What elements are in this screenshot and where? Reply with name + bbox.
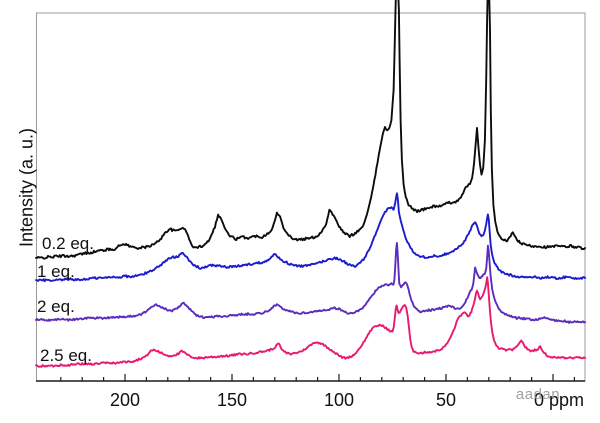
x-axis-ticks xyxy=(60,374,576,381)
series-label-2-5-eq-: 2.5 eq. xyxy=(40,346,92,365)
series-label-2-eq-: 2 eq. xyxy=(37,297,75,316)
series-label-0-2-eq-: 0.2 eq. xyxy=(42,234,94,253)
plot-border xyxy=(36,12,586,382)
x-tick-label-150: 150 xyxy=(216,390,248,410)
spectrum-trace-0-2-eq- xyxy=(35,0,587,260)
spectrum-trace-2-eq- xyxy=(35,242,587,324)
spectrum-trace-1-eq- xyxy=(35,192,587,283)
series-label-1-eq-: 1 eq. xyxy=(37,262,75,281)
x-tick-label-100: 100 xyxy=(323,390,355,410)
y-axis-label: Intensity (a. u.) xyxy=(16,127,37,248)
spectra-traces xyxy=(35,0,587,368)
x-tick-label-200: 200 xyxy=(109,390,141,410)
x-tick-label-0: 0 ppm xyxy=(533,390,585,410)
watermark-text: aadan xyxy=(515,386,561,403)
spectrum-trace-2-5-eq- xyxy=(35,276,587,368)
x-tick-label-50: 50 xyxy=(435,390,457,410)
